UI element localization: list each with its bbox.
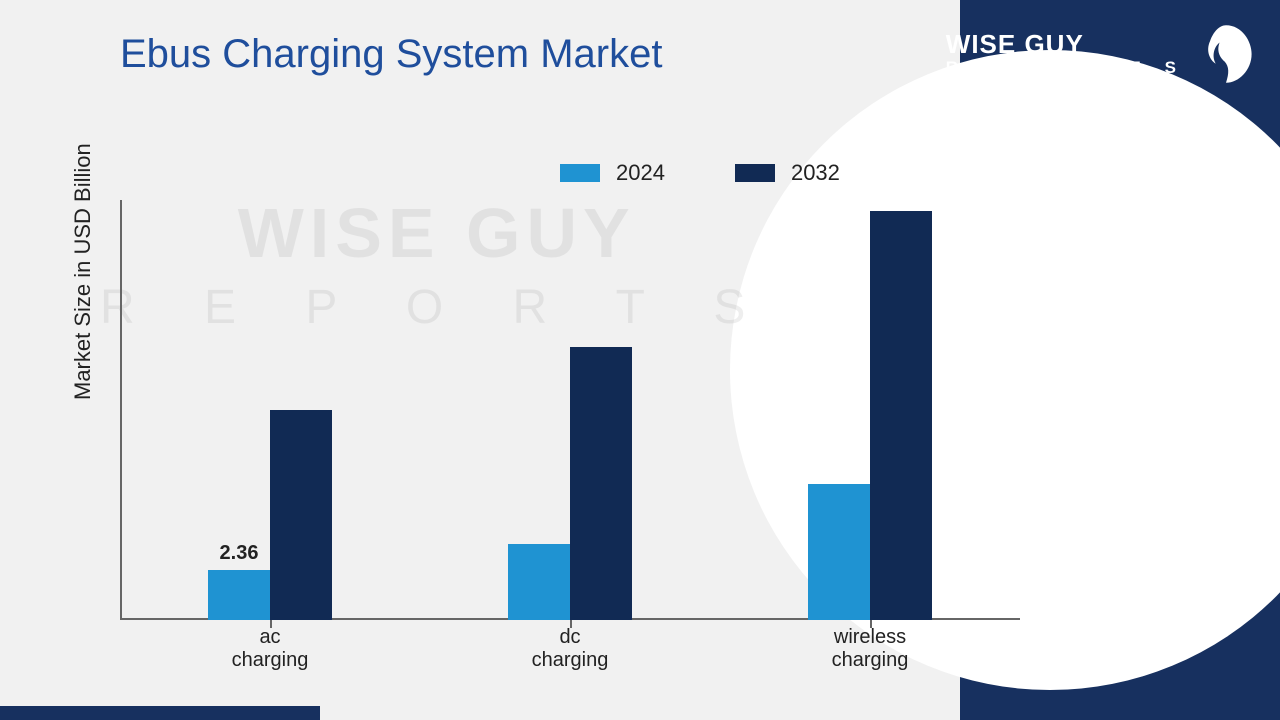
category-label: dccharging — [420, 620, 720, 672]
legend-item: 2032 — [735, 160, 840, 186]
bar-2032-wireless — [870, 211, 932, 621]
legend-swatch — [560, 164, 600, 182]
brand-head-icon — [1194, 22, 1258, 86]
brand-line-2: R E P O R T S — [946, 59, 1186, 77]
bar-groups: 2.36acchargingdcchargingwirelesscharging — [120, 200, 1020, 620]
y-axis-label: Market Size in USD Billion — [70, 143, 96, 400]
brand-line-1: WISE GUY — [946, 31, 1186, 58]
legend-label: 2024 — [616, 160, 665, 186]
legend-item: 2024 — [560, 160, 665, 186]
legend: 2024 2032 — [560, 160, 840, 186]
bar-value-label: 2.36 — [220, 542, 259, 565]
category-label: accharging — [120, 620, 420, 672]
chart-stage: WISE GUY R E P O R T S Ebus Charging Sys… — [0, 0, 1280, 720]
bar-group: wirelesscharging — [720, 200, 1020, 620]
bar-group: 2.36accharging — [120, 200, 420, 620]
bar-2024-ac: 2.36 — [208, 570, 270, 620]
bar-2032-dc — [570, 347, 632, 620]
chart-title: Ebus Charging System Market — [120, 32, 662, 77]
legend-label: 2032 — [791, 160, 840, 186]
legend-swatch — [735, 164, 775, 182]
category-label: wirelesscharging — [720, 620, 1020, 672]
bar-2024-wireless — [808, 484, 870, 621]
brand-logo: WISE GUY R E P O R T S — [946, 22, 1258, 86]
footer-bar — [0, 706, 320, 720]
bar-2024-dc — [508, 544, 570, 620]
bar-2032-ac — [270, 410, 332, 620]
bar-group: dccharging — [420, 200, 720, 620]
chart-plot-area: 2.36acchargingdcchargingwirelesscharging — [120, 200, 1020, 620]
brand-logo-text: WISE GUY R E P O R T S — [946, 31, 1186, 76]
